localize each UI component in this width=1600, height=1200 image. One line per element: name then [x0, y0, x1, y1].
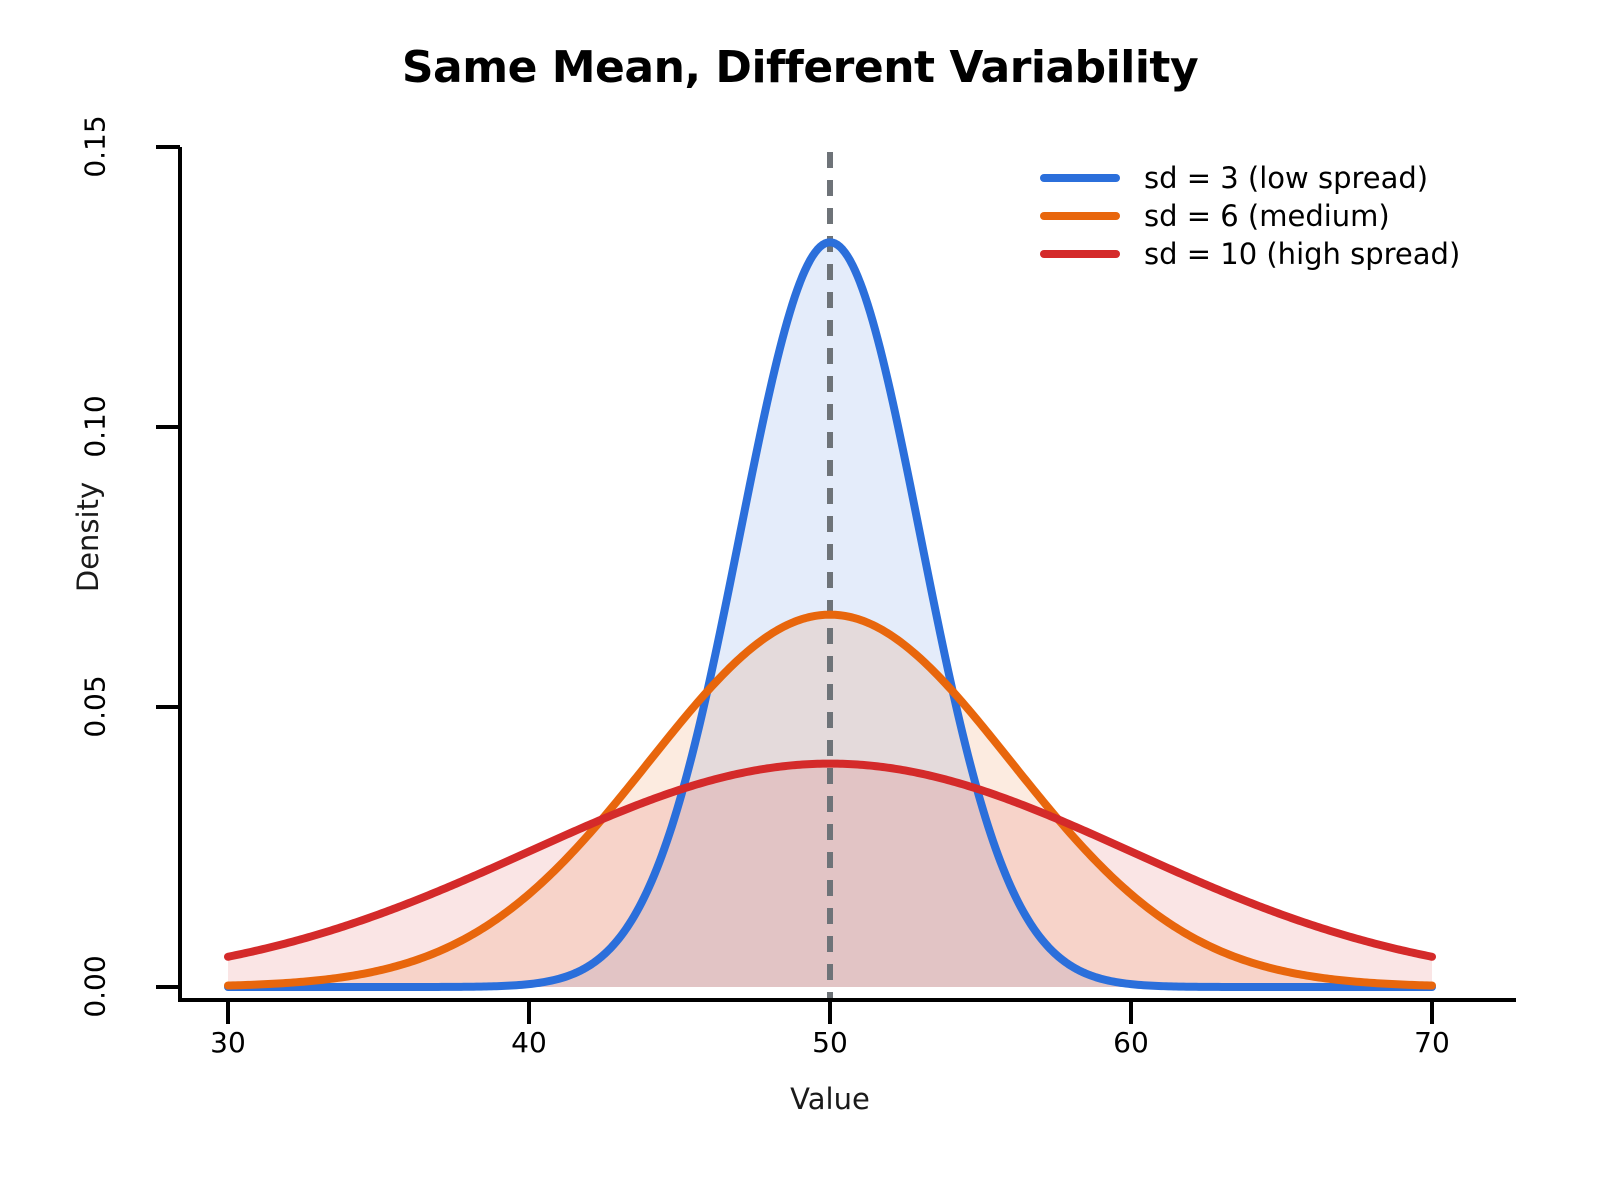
series-line-2: [224, 610, 1436, 990]
axis-ticks: [156, 145, 1434, 1024]
legend-item-1[interactable]: sd = 3 (low spread): [1040, 160, 1460, 196]
legend-item-3[interactable]: sd = 10 (high spread): [1040, 236, 1460, 272]
y-axis-label: Density: [71, 481, 105, 593]
chart-legend: sd = 3 (low spread) sd = 6 (medium) sd = 1…: [1040, 160, 1460, 274]
y-tick-label-1: 0.05: [78, 675, 112, 738]
legend-label-2: sd = 6 (medium): [1144, 199, 1390, 233]
legend-swatch-icon-2: [1040, 212, 1120, 220]
y-tick-label-0: 0.00: [78, 955, 112, 1018]
series-line-1: [224, 238, 1436, 991]
legend-label-1: sd = 3 (low spread): [1144, 161, 1429, 195]
x-axis-label: Value: [790, 1082, 870, 1116]
legend-swatch-icon-1: [1040, 174, 1120, 182]
x-tick-label-0: 30: [210, 1026, 246, 1059]
x-tick-label-4: 70: [1414, 1026, 1450, 1059]
y-tick-label-3: 0.15: [78, 115, 112, 178]
y-tick-label-2: 0.10: [78, 395, 112, 458]
x-tick-label-1: 40: [511, 1026, 547, 1059]
legend-item-2[interactable]: sd = 6 (medium): [1040, 198, 1460, 234]
x-tick-label-2: 50: [812, 1026, 848, 1059]
legend-swatch-icon-3: [1040, 250, 1120, 258]
series-line-3: [224, 759, 1436, 961]
series-fill-3: [228, 763, 1432, 987]
legend-label-3: sd = 10 (high spread): [1144, 237, 1461, 271]
series-lines: [224, 238, 1436, 991]
x-tick-label-3: 60: [1113, 1026, 1149, 1059]
axis-spines: [178, 147, 1516, 1002]
chart-title: Same Mean, Different Variability: [401, 42, 1199, 93]
